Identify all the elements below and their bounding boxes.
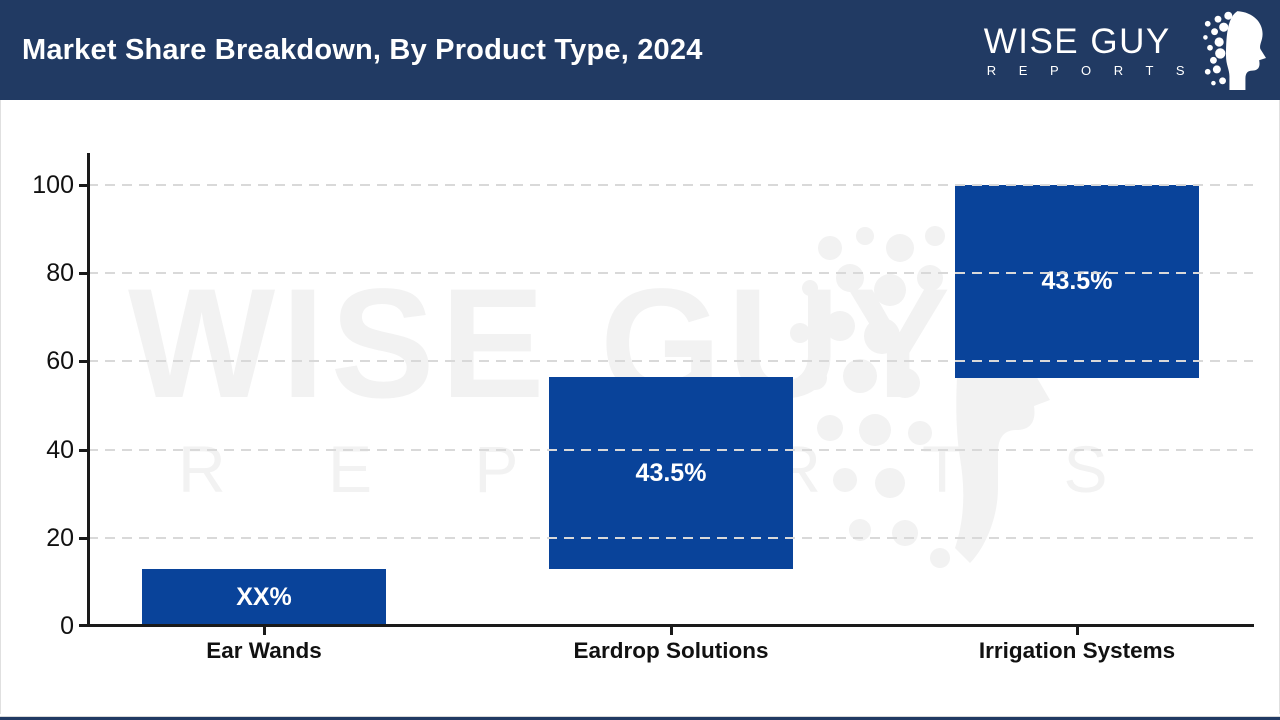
y-tick-label-40: 40 — [46, 436, 74, 464]
brand-name: WISE GUY — [983, 21, 1171, 61]
category-label-eardrop-solutions: Eardrop Solutions — [573, 638, 769, 663]
y-tick — [79, 449, 88, 452]
bar-value-label: 43.5% — [635, 458, 707, 487]
header-bar: Market Share Breakdown, By Product Type,… — [0, 0, 1280, 100]
x-tick — [670, 627, 673, 635]
category-label-irrigation-systems: Irrigation Systems — [978, 638, 1176, 663]
y-tick-label-20: 20 — [46, 524, 74, 552]
y-tick — [79, 272, 88, 275]
y-tick — [79, 360, 88, 363]
face-profile-icon — [1203, 11, 1266, 90]
y-axis-line — [87, 153, 90, 627]
y-tick-label-0: 0 — [60, 612, 74, 640]
bar-irrigation-systems: 43.5% — [955, 185, 1199, 378]
x-axis-line — [87, 624, 1254, 627]
bar-value-label: 43.5% — [1041, 267, 1113, 295]
x-tick — [1076, 627, 1079, 635]
brand-logo-text: WISE GUY R E P O R T S — [984, 24, 1194, 77]
bar-value-label: XX% — [236, 583, 292, 611]
gridline-100 — [88, 184, 1253, 186]
category-label-ear-wands: Ear Wands — [206, 638, 322, 663]
chart-title: Market Share Breakdown, By Product Type,… — [22, 33, 703, 66]
bar-eardrop-solutions: 43.5% — [549, 377, 793, 569]
gridline-20 — [88, 537, 1253, 539]
footer-divider — [0, 716, 1280, 717]
gridline-40 — [88, 449, 1253, 451]
brand-logo: WISE GUY R E P O R T S — [984, 0, 1272, 100]
y-tick — [79, 184, 88, 187]
bar-ear-wands: XX% — [142, 569, 386, 626]
y-tick-label-100: 100 — [32, 171, 74, 199]
footer-accent-bar — [0, 717, 1280, 720]
brand-subtitle: R E P O R T S — [986, 62, 1194, 78]
gridline-80 — [88, 272, 1253, 274]
y-tick — [79, 537, 88, 540]
y-tick — [79, 624, 88, 627]
x-tick — [263, 627, 266, 635]
y-tick-label-80: 80 — [46, 259, 74, 287]
gridline-60 — [88, 360, 1253, 362]
y-tick-label-60: 60 — [46, 347, 74, 375]
